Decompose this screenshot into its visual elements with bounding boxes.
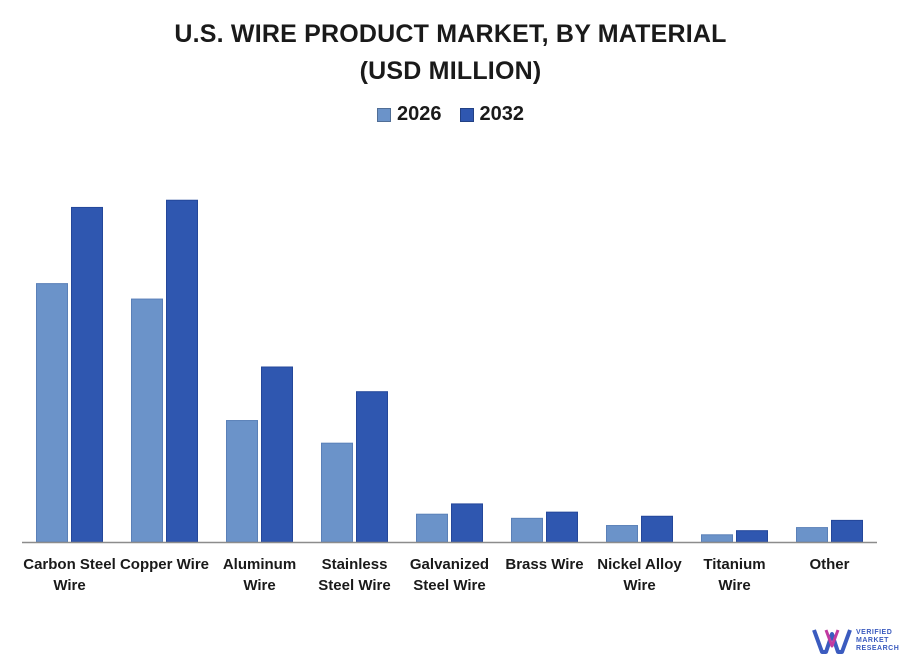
bar-2026-aluminum-wire <box>226 420 258 543</box>
bar-2026-galvanized-steel-wire <box>416 513 448 543</box>
category-label: Wire <box>623 577 655 594</box>
legend-item-2026: 2026 <box>377 103 442 126</box>
bar-2032-galvanized-steel-wire <box>451 503 483 543</box>
bar-2032-other <box>831 519 863 543</box>
category-label: Steel Wire <box>413 577 485 594</box>
bar-2032-carbon-steel-wire <box>71 206 103 543</box>
category-label: Wire <box>718 577 750 594</box>
category-label: Galvanized <box>410 556 489 573</box>
legend-item-2032: 2032 <box>459 103 525 126</box>
category-label: Aluminum <box>223 556 296 573</box>
bar-2026-stainless-steel-wire <box>321 442 353 543</box>
category-label: Copper Wire <box>120 556 209 573</box>
bar-2032-nickel-alloy-wire <box>641 515 673 543</box>
category-label: Brass Wire <box>505 556 583 573</box>
bar-2032-aluminum-wire <box>261 366 293 543</box>
logo-text-line-2: MARKET <box>856 637 889 644</box>
category-label: Carbon Steel <box>23 556 116 573</box>
category-label: Wire <box>53 577 85 594</box>
bar-2026-other <box>796 527 828 543</box>
bar-2026-carbon-steel-wire <box>36 283 68 543</box>
bar-2032-brass-wire <box>546 511 578 543</box>
chart-title-line-2: (USD MILLION) <box>359 57 542 85</box>
category-label: Steel Wire <box>318 577 390 594</box>
vmr-logo-icon <box>812 629 852 654</box>
category-label: Nickel Alloy <box>597 556 682 573</box>
category-label: Other <box>809 556 849 573</box>
category-label: Titanium <box>703 556 765 573</box>
category-label: Wire <box>243 577 275 594</box>
bar-2026-copper-wire <box>131 298 163 543</box>
bar-2026-brass-wire <box>511 517 543 543</box>
logo-text-line-1: VERIFIED <box>856 629 893 636</box>
logo-text: VERIFIED MARKET RESEARCH <box>856 629 899 653</box>
bar-2032-titanium-wire <box>736 530 768 543</box>
logo-text-line-3: RESEARCH <box>856 645 900 652</box>
chart-title-line-1: U.S. WIRE PRODUCT MARKET, BY MATERIAL <box>174 20 727 48</box>
chart-legend: 2026 2032 <box>0 103 901 126</box>
legend-swatch-2026 <box>377 107 391 122</box>
bar-2032-stainless-steel-wire <box>356 391 388 543</box>
legend-label-2026: 2026 <box>397 103 442 125</box>
bar-2026-nickel-alloy-wire <box>606 525 638 543</box>
legend-label-2032: 2032 <box>479 103 525 125</box>
legend-swatch-2032 <box>459 107 474 122</box>
bar-2026-titanium-wire <box>701 534 733 543</box>
bar-2032-copper-wire <box>166 199 198 543</box>
brand-logo: VERIFIED MARKET RESEARCH <box>812 626 899 656</box>
category-label: Stainless <box>322 556 388 573</box>
